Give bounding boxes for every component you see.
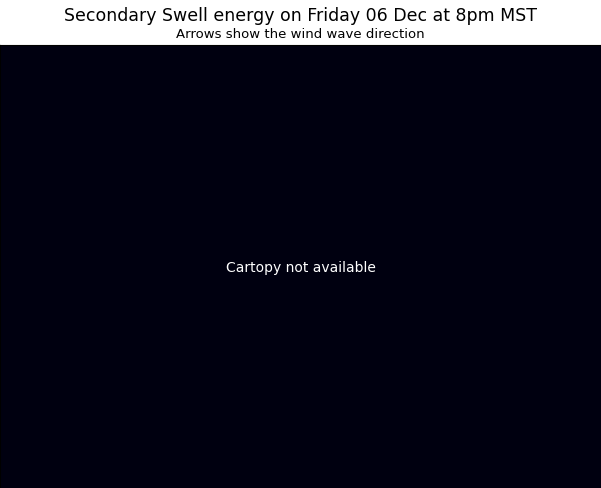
Text: Secondary Swell energy on Friday 06 Dec at 8pm MST: Secondary Swell energy on Friday 06 Dec …	[64, 7, 537, 25]
Text: Arrows show the wind wave direction: Arrows show the wind wave direction	[176, 28, 425, 41]
Text: Cartopy not available: Cartopy not available	[225, 260, 376, 274]
